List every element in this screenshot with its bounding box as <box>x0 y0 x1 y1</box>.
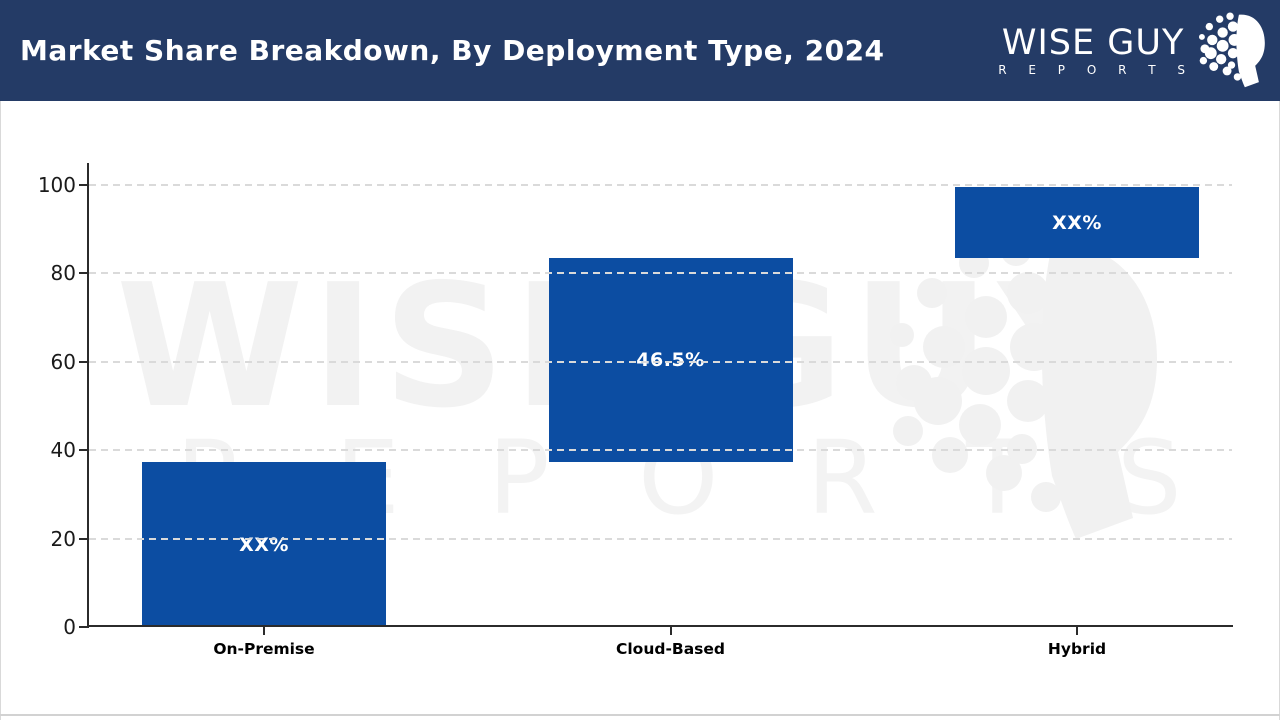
logo-wordmark: WISE GUY <box>1001 22 1185 63</box>
y-tick-label-0: 0 <box>63 615 76 639</box>
gridline-40 <box>89 449 1232 452</box>
y-tick-label-40: 40 <box>50 438 76 463</box>
bar-value-label: XX% <box>1052 211 1102 234</box>
y-tick-mark-80 <box>79 272 87 275</box>
y-tick-label-60: 60 <box>50 349 76 374</box>
bar-cloud-based: 46.5% <box>548 257 793 463</box>
logo-head-icon <box>1198 12 1265 88</box>
y-tick-mark-40 <box>79 449 87 452</box>
y-tick-mark-20 <box>79 537 87 540</box>
page-border-bottom <box>0 714 1280 716</box>
y-tick-label-20: 20 <box>50 526 76 551</box>
x-tick-label-hybrid: Hybrid <box>1047 640 1107 658</box>
bar-value-label: 46.5% <box>636 349 704 371</box>
bar-on-premise: XX% <box>142 462 386 627</box>
page-border-left <box>0 101 1 720</box>
y-axis-line <box>87 163 89 628</box>
x-tick-mark-hybrid <box>1076 627 1078 635</box>
gridline-100 <box>89 184 1232 186</box>
header: Market Share Breakdown, By Deployment Ty… <box>0 0 1280 101</box>
y-tick-mark-100 <box>79 184 87 186</box>
logo: WISE GUY R E P O R T S <box>992 6 1270 96</box>
bar-hybrid: XX% <box>955 187 1199 258</box>
x-tick-mark-on-premise <box>263 627 265 635</box>
x-tick-label-cloud-based: Cloud-Based <box>615 640 725 658</box>
x-tick-mark-cloud-based <box>669 627 672 635</box>
y-tick-label-80: 80 <box>50 261 76 286</box>
y-tick-label-100: 100 <box>37 173 76 197</box>
gridline-80 <box>89 272 1232 275</box>
x-tick-label-on-premise: On-Premise <box>213 640 315 658</box>
x-axis-line <box>87 625 1233 627</box>
y-tick-mark-0 <box>79 626 87 628</box>
logo-subtext: R E P O R T S <box>998 63 1194 78</box>
y-tick-mark-60 <box>79 360 87 363</box>
chart-title: Market Share Breakdown, By Deployment Ty… <box>20 34 885 67</box>
gridline-60 <box>89 360 1232 363</box>
gridline-20 <box>89 537 1232 540</box>
